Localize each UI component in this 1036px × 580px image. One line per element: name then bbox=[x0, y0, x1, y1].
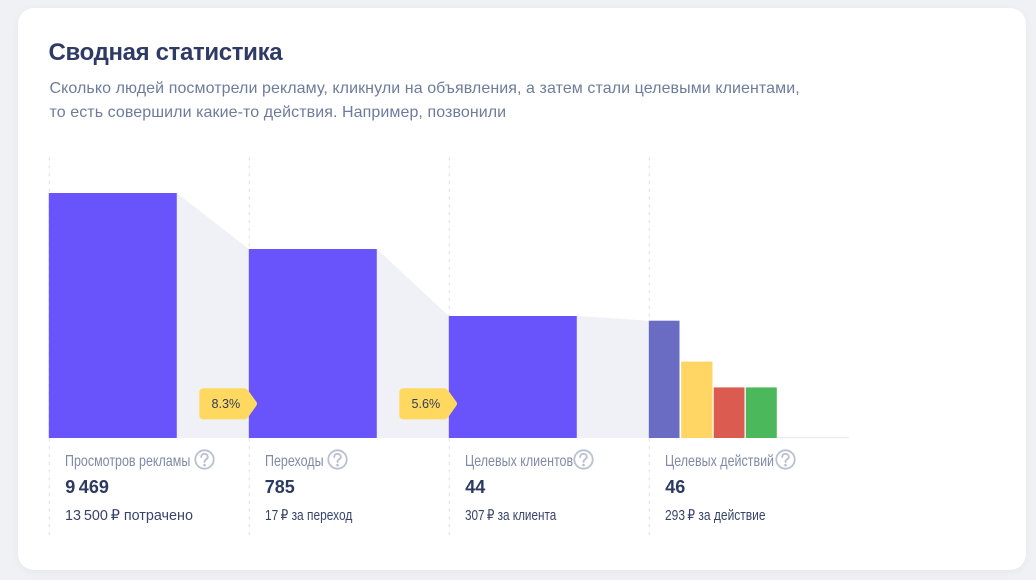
svg-text:8.3%: 8.3% bbox=[211, 397, 240, 411]
svg-text:5.6%: 5.6% bbox=[411, 397, 440, 411]
